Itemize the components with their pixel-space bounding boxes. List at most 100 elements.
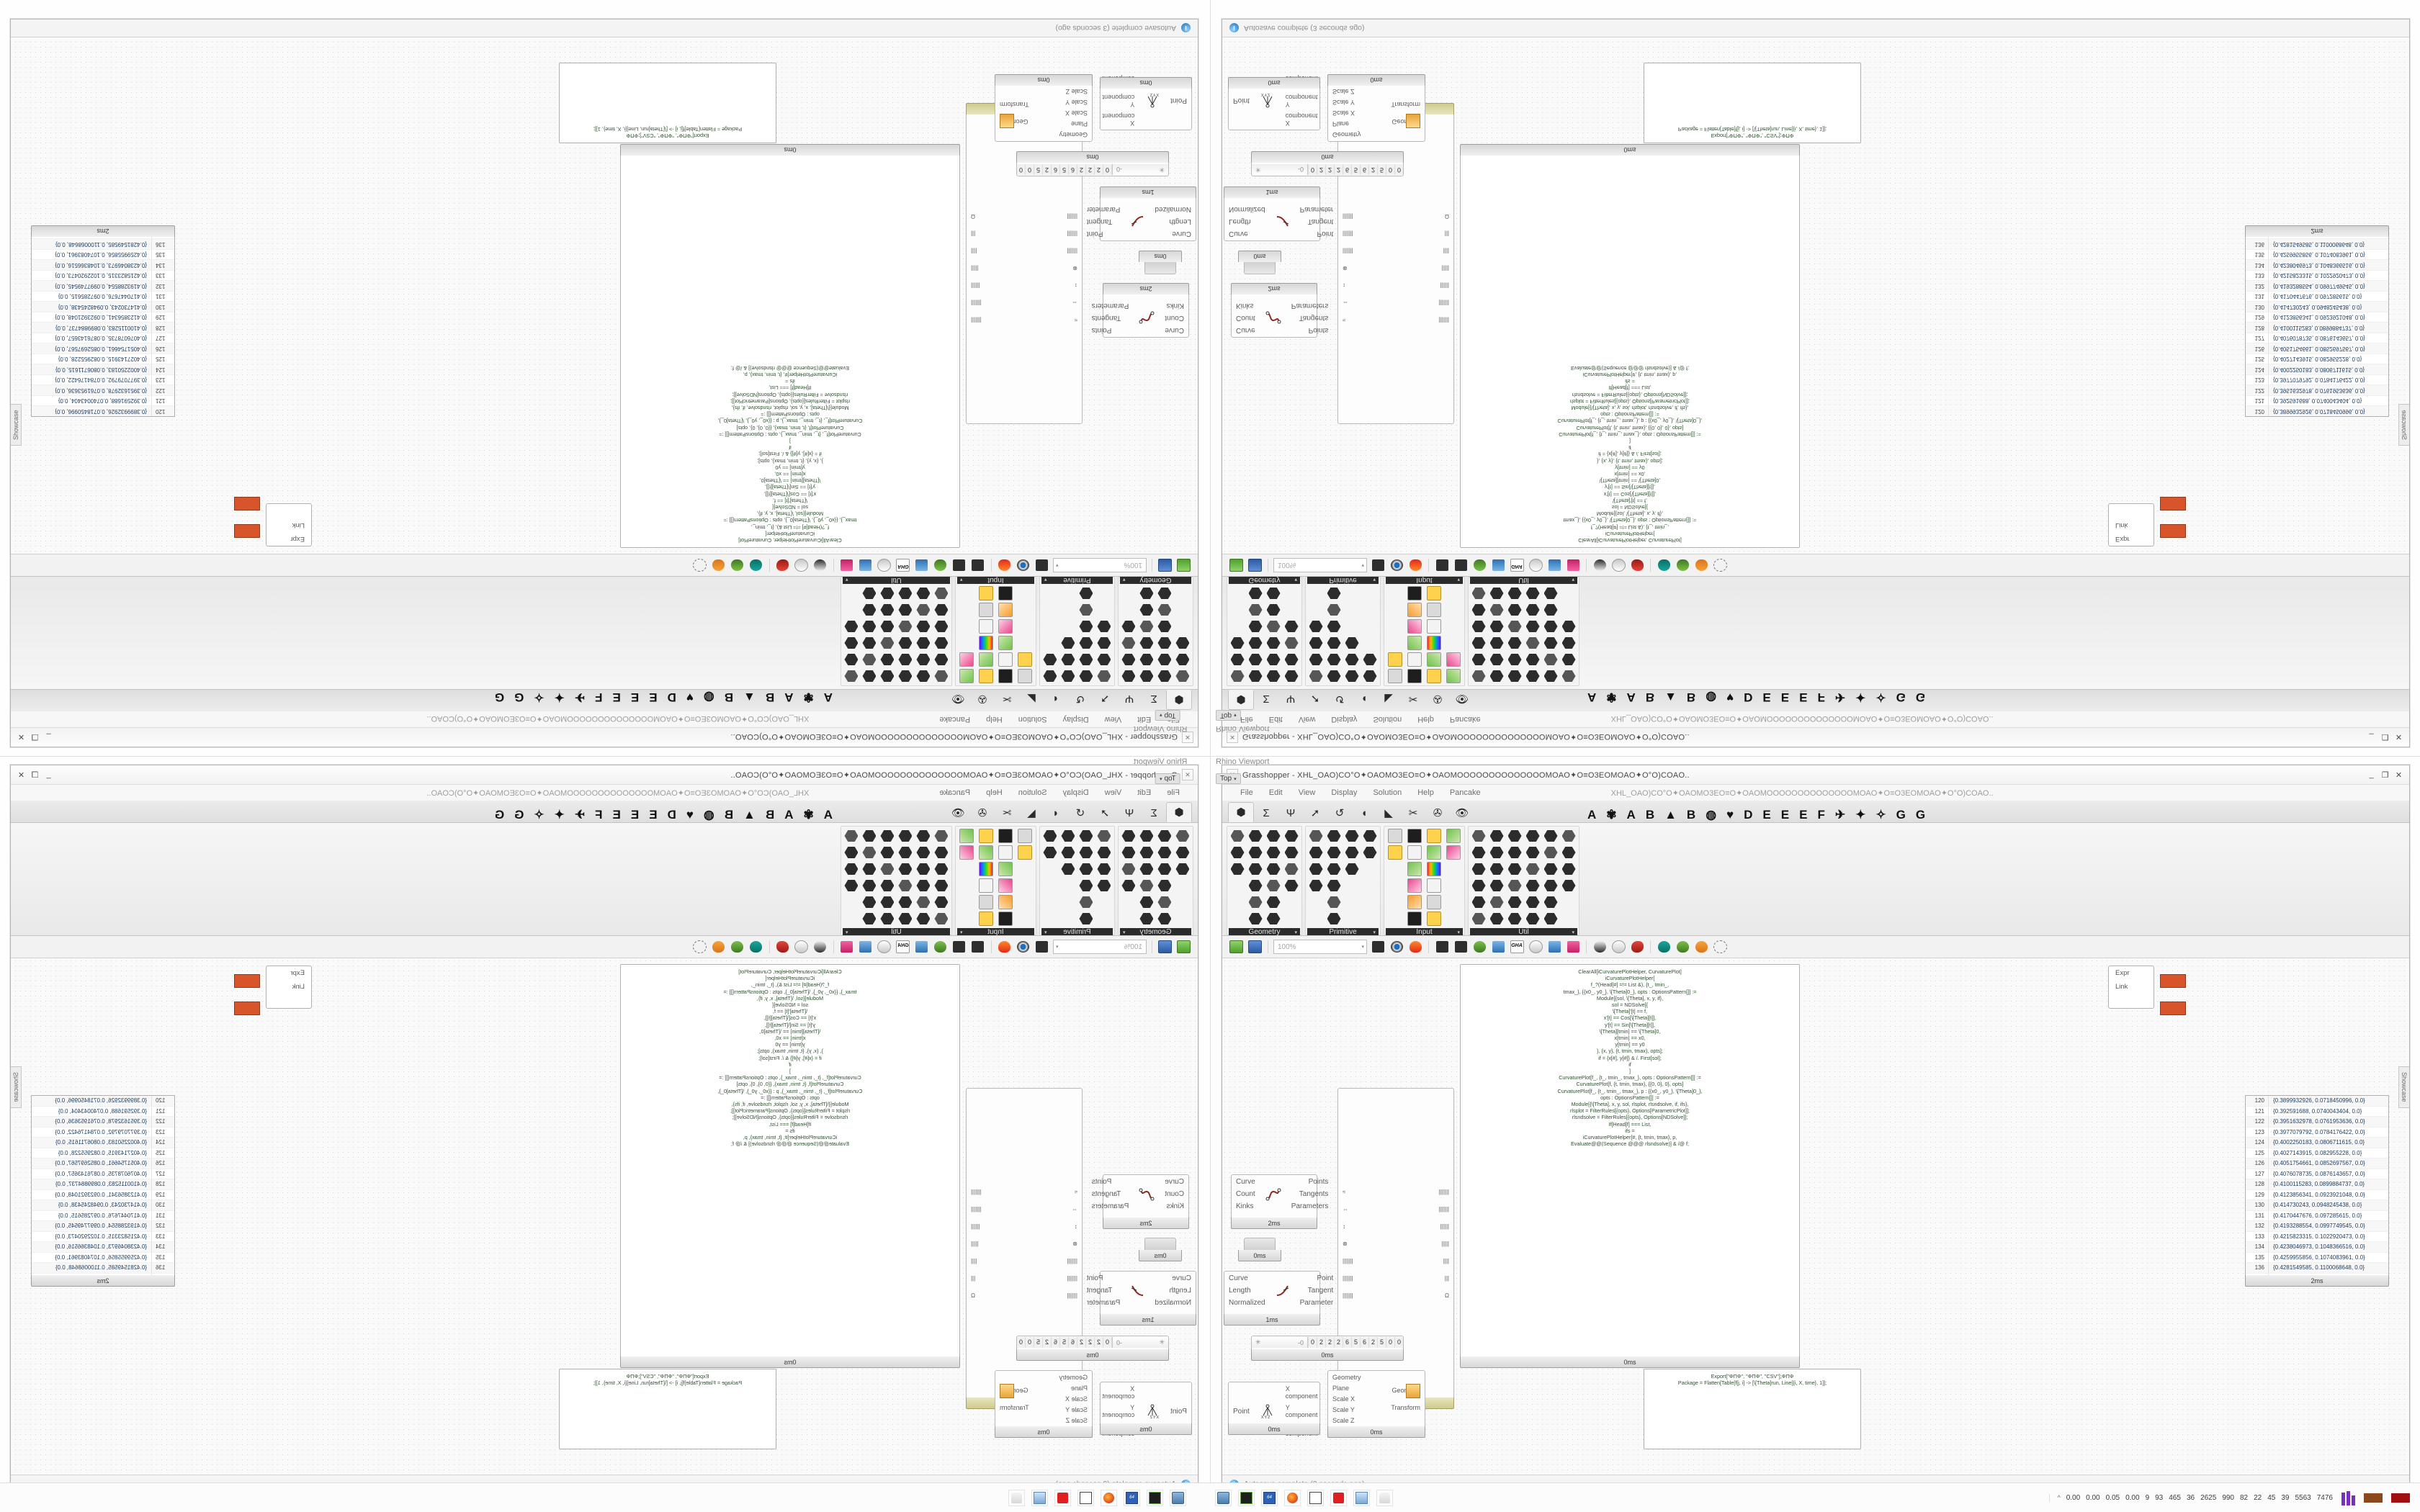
ribbon-component-2-2-4-icon[interactable]	[977, 894, 995, 910]
menu-solution[interactable]: Solution	[1018, 715, 1047, 724]
ribbon-component-0-1-1-icon[interactable]	[1247, 652, 1264, 667]
tab-transform[interactable]: ✇	[1433, 693, 1443, 705]
ribbon-component-3-5-1-icon[interactable]	[843, 845, 860, 860]
bake-flame-icon[interactable]	[1407, 939, 1423, 955]
ribbon-component-3-5-0-icon[interactable]	[1560, 668, 1577, 684]
ribbon-component-2-1-1-icon[interactable]	[996, 652, 1015, 667]
color-swatch-orange-2[interactable]	[2160, 1002, 2186, 1015]
chevron-down-icon[interactable]: ▾	[1457, 930, 1460, 935]
menu-display[interactable]: Display	[1062, 715, 1089, 724]
ribbon-extra-tab-14[interactable]: ✦	[554, 808, 565, 822]
ribbon-extra-tab-6[interactable]: ◍	[703, 808, 714, 822]
maximize-button[interactable]: ❐	[2381, 732, 2389, 742]
ribbon-group-label[interactable]: Geometry ▾	[1120, 928, 1191, 936]
ribbon-component-1-1-5-icon[interactable]	[1077, 585, 1095, 601]
tab-maths[interactable]: Σ	[1263, 806, 1270, 819]
ribbon-extra-tab-2[interactable]: A	[1626, 808, 1636, 822]
ribbon-component-0-1-3-icon[interactable]	[1156, 878, 1173, 894]
node-deconstruct-point[interactable]: Point X Y Z X component Y component Z co…	[1100, 75, 1192, 130]
ribbon-component-3-0-4-icon[interactable]	[933, 602, 950, 618]
ribbon-component-3-5-2-icon[interactable]	[1560, 635, 1577, 651]
ribbon-component-1-1-3-icon[interactable]	[1325, 618, 1343, 634]
preview-eye-icon[interactable]	[1389, 557, 1404, 573]
tab-mesh[interactable]: ◣	[1384, 807, 1393, 819]
ribbon-component-1-2-0-icon[interactable]	[1059, 668, 1077, 684]
ribbon-component-3-5-0-icon[interactable]	[843, 828, 860, 844]
menu-solution[interactable]: Solution	[1373, 715, 1402, 724]
tray-caret-icon[interactable]: ^	[2057, 1494, 2061, 1501]
ribbon-component-1-1-3-icon[interactable]	[1325, 878, 1343, 894]
ribbon-extra-tab-11[interactable]: E	[612, 690, 621, 704]
ribbon-component-1-0-3-icon[interactable]	[1307, 878, 1325, 894]
ribbon-component-3-2-2-icon[interactable]	[897, 861, 914, 877]
tab-params[interactable]: ⬢	[1166, 690, 1192, 710]
color-swatch-orange-2[interactable]	[234, 1002, 260, 1015]
ribbon-component-1-2-2-icon[interactable]	[1343, 635, 1361, 651]
ghost-app-icon[interactable]	[1008, 1489, 1025, 1506]
ribbon-component-3-3-1-icon[interactable]	[1524, 845, 1541, 860]
ribbon-extra-tab-9[interactable]: E	[1762, 690, 1771, 704]
ribbon-extra-tab-4[interactable]: ▲	[1664, 808, 1677, 822]
menu-solution[interactable]: Solution	[1018, 788, 1047, 797]
ribbon-component-0-1-4-icon[interactable]	[1247, 894, 1264, 910]
window-app-icon[interactable]	[1031, 1489, 1048, 1506]
data-list-panel[interactable]: 120 {0.3899932926, 0.0718450996, 0.0} 121 {…	[31, 1095, 175, 1277]
ribbon-component-3-0-1-icon[interactable]	[1470, 652, 1487, 667]
data-list-panel[interactable]: 120 {0.3899932926, 0.0718450996, 0.0} 121 {…	[2245, 235, 2389, 417]
ribbon-component-2-3-1-icon[interactable]	[957, 845, 976, 860]
ribbon-component-2-2-2-icon[interactable]	[1425, 861, 1443, 877]
ribbon-component-1-0-2-icon[interactable]	[1307, 861, 1325, 877]
ribbon-component-1-1-1-icon[interactable]	[1077, 845, 1095, 860]
ribbon-component-2-1-4-icon[interactable]	[1405, 602, 1424, 618]
ribbon-component-3-1-0-icon[interactable]	[1488, 668, 1505, 684]
ribbon-component-1-3-0-icon[interactable]	[1361, 668, 1379, 684]
ribbon-component-0-1-5-icon[interactable]	[1247, 585, 1264, 601]
ribbon-extra-tab-13[interactable]: ✈	[574, 690, 586, 704]
open-folder-icon[interactable]	[1228, 557, 1244, 573]
save-disk-icon[interactable]	[1247, 939, 1263, 955]
ribbon-component-2-1-5-icon[interactable]	[1405, 911, 1424, 927]
tab-curve[interactable]: ↺	[1335, 807, 1345, 819]
ribbon-group-label[interactable]: Geometry ▾	[1120, 576, 1191, 584]
ribbon-extra-tab-9[interactable]: E	[649, 808, 658, 822]
ribbon-component-3-0-5-icon[interactable]	[933, 585, 950, 601]
ribbon-extra-tab-14[interactable]: ✦	[1855, 808, 1866, 822]
ribbon-component-2-2-0-icon[interactable]	[977, 828, 995, 844]
expr-link-panel[interactable]: Expr Link	[2108, 966, 2154, 1009]
data-list-panel[interactable]: 120 {0.3899932926, 0.0718450996, 0.0} 121 {…	[2245, 1095, 2389, 1277]
ribbon-component-0-3-0-icon[interactable]	[1120, 828, 1137, 844]
node-evaluate-length[interactable]: Curve Length Normalized Point Tangent Pa…	[1224, 197, 1333, 241]
zoom-level-input[interactable]: 100% ▾	[1053, 558, 1147, 572]
ribbon-component-0-0-1-icon[interactable]	[1229, 652, 1246, 667]
ribbon-component-3-3-2-icon[interactable]	[1524, 635, 1541, 651]
showcase-tab[interactable]: Showcase	[2398, 1066, 2409, 1108]
ribbon-extra-tab-11[interactable]: E	[1799, 690, 1808, 704]
ribbon-component-3-3-3-icon[interactable]	[1524, 878, 1541, 894]
color-swatch-orange[interactable]	[234, 974, 260, 988]
chevron-down-icon[interactable]: ▾	[1123, 930, 1126, 935]
grasshopper-titlebar[interactable]: ✕ Grasshopper - XHL_OAO)CO°O✦OAOMO3EO≡O✦…	[1222, 765, 2409, 785]
tab-surface[interactable]: ◖	[1052, 693, 1059, 706]
ribbon-component-0-3-2-icon[interactable]	[1120, 635, 1137, 651]
zoom-level-input[interactable]: 100% ▾	[1273, 940, 1367, 954]
ribbon-component-0-1-1-icon[interactable]	[1156, 845, 1173, 860]
selection-dotted-icon[interactable]	[692, 939, 708, 955]
ribbon-component-3-2-4-icon[interactable]	[897, 894, 914, 910]
ribbon-component-3-4-2-icon[interactable]	[1542, 861, 1559, 877]
ribbon-component-1-0-1-icon[interactable]	[1095, 845, 1113, 860]
ribbon-extra-tab-12[interactable]: F	[595, 808, 603, 822]
ribbon-component-0-3-1-icon[interactable]	[1283, 652, 1300, 667]
tab-intersect[interactable]: ✂	[1002, 807, 1012, 819]
ribbon-component-0-3-3-icon[interactable]	[1120, 618, 1137, 634]
tab-maths[interactable]: Σ	[1263, 693, 1270, 706]
ribbon-component-3-1-3-icon[interactable]	[915, 878, 932, 894]
save-disk-icon[interactable]	[1157, 939, 1173, 955]
ribbon-component-3-1-3-icon[interactable]	[915, 618, 932, 634]
recompute-icon[interactable]	[1490, 939, 1506, 955]
ribbon-component-2-1-4-icon[interactable]	[996, 602, 1015, 618]
ribbon-component-1-1-4-icon[interactable]	[1077, 602, 1095, 618]
terminal-icon[interactable]	[1147, 1489, 1163, 1506]
number-slider[interactable]: ✳ -0 0 2 2 2 6 5 6 2 5	[1016, 161, 1169, 176]
ribbon-component-3-5-1-icon[interactable]	[843, 652, 860, 667]
chevron-down-icon[interactable]: ▾	[1044, 930, 1047, 935]
